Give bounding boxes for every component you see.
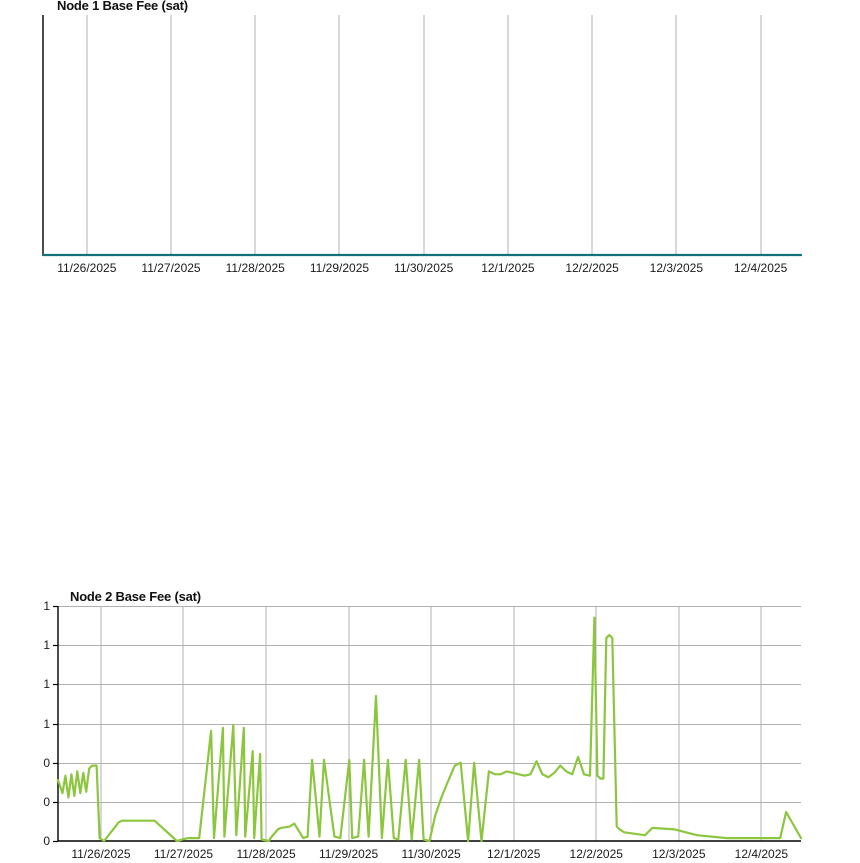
chart-2-gridlines xyxy=(58,606,801,841)
chart-2-x-tick-1: 11/27/2025 xyxy=(153,847,214,861)
chart-2-y-tick-1: 1 xyxy=(43,638,50,653)
chart-2-y-tick-3: 1 xyxy=(43,716,50,731)
chart-1-x-tick-labels: 11/26/2025 11/27/2025 11/28/2025 11/29/2025… xyxy=(43,261,801,277)
chart-2-svg xyxy=(53,605,803,843)
chart-2-y-tick-4: 0 xyxy=(43,755,50,770)
chart-2-x-tick-4: 11/30/2025 xyxy=(401,847,461,861)
chart-1-x-tick-7: 12/3/2025 xyxy=(649,261,704,275)
chart-2-x-tick-labels: 11/26/2025 11/27/2025 11/28/2025 11/29/2025… xyxy=(58,847,801,863)
chart-1-svg xyxy=(41,15,803,257)
chart-1-gridlines xyxy=(86,15,762,255)
chart-1-x-tick-4: 11/30/2025 xyxy=(394,261,454,275)
chart-1-x-tick-5: 12/1/2025 xyxy=(481,261,535,275)
chart-1-x-tick-2: 11/28/2025 xyxy=(225,261,285,275)
chart-2-x-tick-7: 12/3/2025 xyxy=(652,847,706,861)
chart-1-x-tick-3: 11/29/2025 xyxy=(309,261,370,275)
chart-panel-node-2: Node 2 Base Fee (sat) 1 1 1 1 0 0 0 11/26/2025… xyxy=(0,290,860,861)
chart-2-x-tick-0: 11/26/2025 xyxy=(71,847,131,861)
chart-2-y-tick-marks xyxy=(53,605,58,843)
chart-panel-node-1: Node 1 Base Fee (sat) 11/26/2025 11/27/20… xyxy=(0,0,860,290)
chart-2-y-tick-0: 1 xyxy=(43,599,50,613)
chart-1-x-tick-0: 11/26/2025 xyxy=(57,261,117,275)
chart-2-x-tick-2: 11/28/2025 xyxy=(236,847,296,861)
chart-2-plot-area xyxy=(53,605,803,843)
chart-2-x-tick-5: 12/1/2025 xyxy=(487,847,541,861)
chart-1-x-tick-8: 12/4/2025 xyxy=(733,261,788,275)
chart-2-x-tick-3: 11/29/2025 xyxy=(319,847,379,861)
chart-2-title: Node 2 Base Fee (sat) xyxy=(70,589,201,604)
chart-2-x-tick-6: 12/2/2025 xyxy=(569,847,623,861)
chart-1-x-tick-1: 11/27/2025 xyxy=(141,261,201,275)
chart-1-title: Node 1 Base Fee (sat) xyxy=(57,0,188,13)
chart-2-y-tick-2: 1 xyxy=(43,677,50,692)
chart-2-series-line xyxy=(56,616,803,843)
chart-1-plot-area xyxy=(41,15,803,257)
chart-2-y-tick-6: 0 xyxy=(43,834,50,848)
chart-1-x-tick-6: 12/2/2025 xyxy=(565,261,619,275)
chart-2-y-tick-5: 0 xyxy=(43,794,50,809)
chart-2-x-tick-8: 12/4/2025 xyxy=(734,847,789,861)
